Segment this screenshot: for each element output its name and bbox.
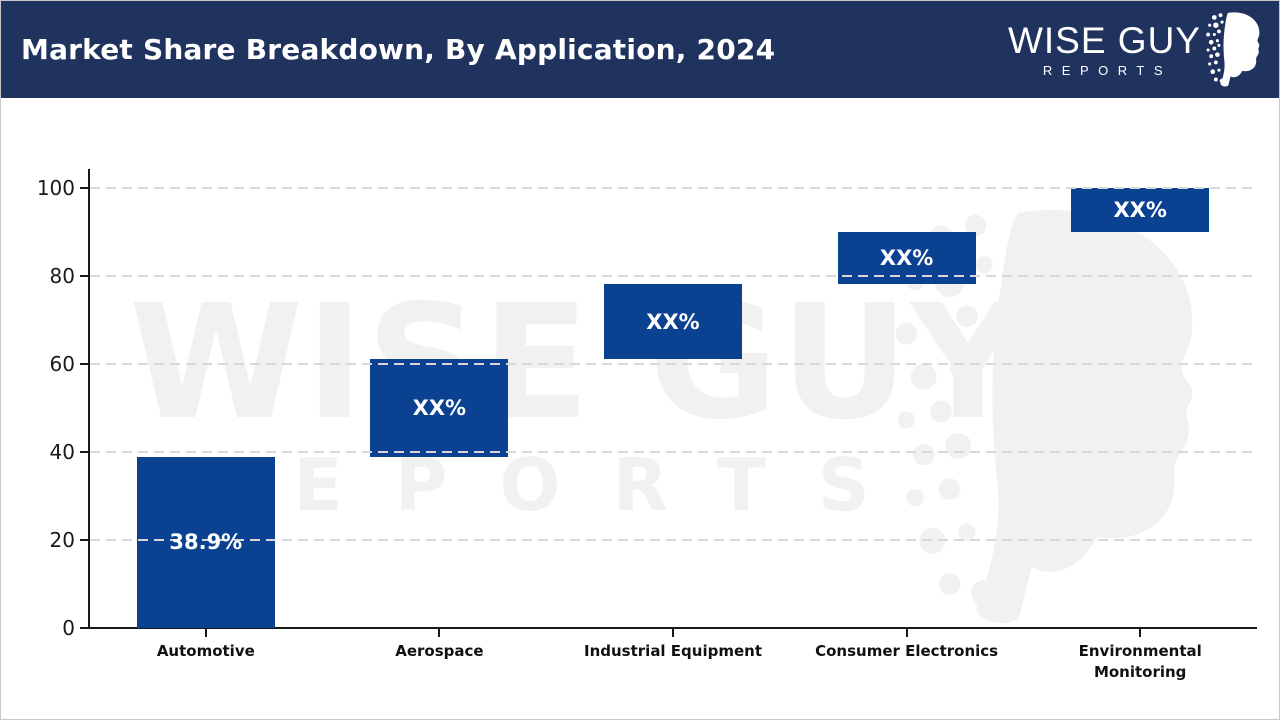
gridline <box>90 187 1257 189</box>
y-tick-label: 20 <box>49 528 75 552</box>
bar-value-label: 38.9% <box>169 530 243 555</box>
category-label: Aerospace <box>395 642 484 660</box>
watermark-sub-text: REPORTS <box>186 443 922 527</box>
bar-value-label: XX% <box>646 309 700 334</box>
y-tick-mark <box>80 275 88 277</box>
gridline <box>90 539 1257 541</box>
x-tick-mark <box>438 629 441 637</box>
y-tick-mark <box>80 187 88 189</box>
y-tick-mark <box>80 627 88 629</box>
logo-sub-text: REPORTS <box>1042 63 1173 78</box>
y-tick-label: 40 <box>49 440 75 464</box>
bar-value-label: XX% <box>879 246 934 271</box>
page-title: Market Share Breakdown, By Application, … <box>21 33 776 66</box>
y-tick-mark <box>80 451 88 453</box>
x-tick-mark <box>1139 629 1142 637</box>
wiseguy-logo: WISE GUY REPORTS <box>1008 11 1267 89</box>
y-axis <box>88 169 90 629</box>
logo-brand-text: WISE GUY <box>1007 20 1201 61</box>
y-tick-label: 60 <box>49 352 75 376</box>
bar-aerospace <box>370 359 509 457</box>
category-label: Automotive <box>156 642 255 660</box>
category-label: Environmental Monitoring <box>1078 642 1202 681</box>
gridline <box>90 363 1257 365</box>
bar-industrial-equipment <box>604 283 742 360</box>
y-tick-mark <box>80 363 88 365</box>
category-label: Industrial Equipment <box>584 642 762 660</box>
bar-value-label: XX% <box>412 396 467 420</box>
x-tick-mark <box>905 629 908 637</box>
y-tick-mark <box>80 539 88 541</box>
logo-wordmark: WISE GUY REPORTS <box>1008 22 1201 77</box>
x-tick-mark <box>204 629 207 637</box>
bar-automotive <box>136 456 275 628</box>
x-tick-mark <box>672 629 674 637</box>
gridline <box>90 275 1257 277</box>
y-tick-label: 80 <box>49 264 75 288</box>
bar-value-label: XX% <box>1113 198 1167 223</box>
x-axis <box>88 627 1257 629</box>
gridline <box>90 451 1257 453</box>
y-tick-label: 0 <box>62 616 75 640</box>
header-bar: Market Share Breakdown, By Application, … <box>1 1 1279 98</box>
category-label: Consumer Electronics <box>815 642 999 660</box>
bar-environmental-monitoring <box>1071 188 1210 233</box>
y-tick-label: 100 <box>36 176 75 200</box>
